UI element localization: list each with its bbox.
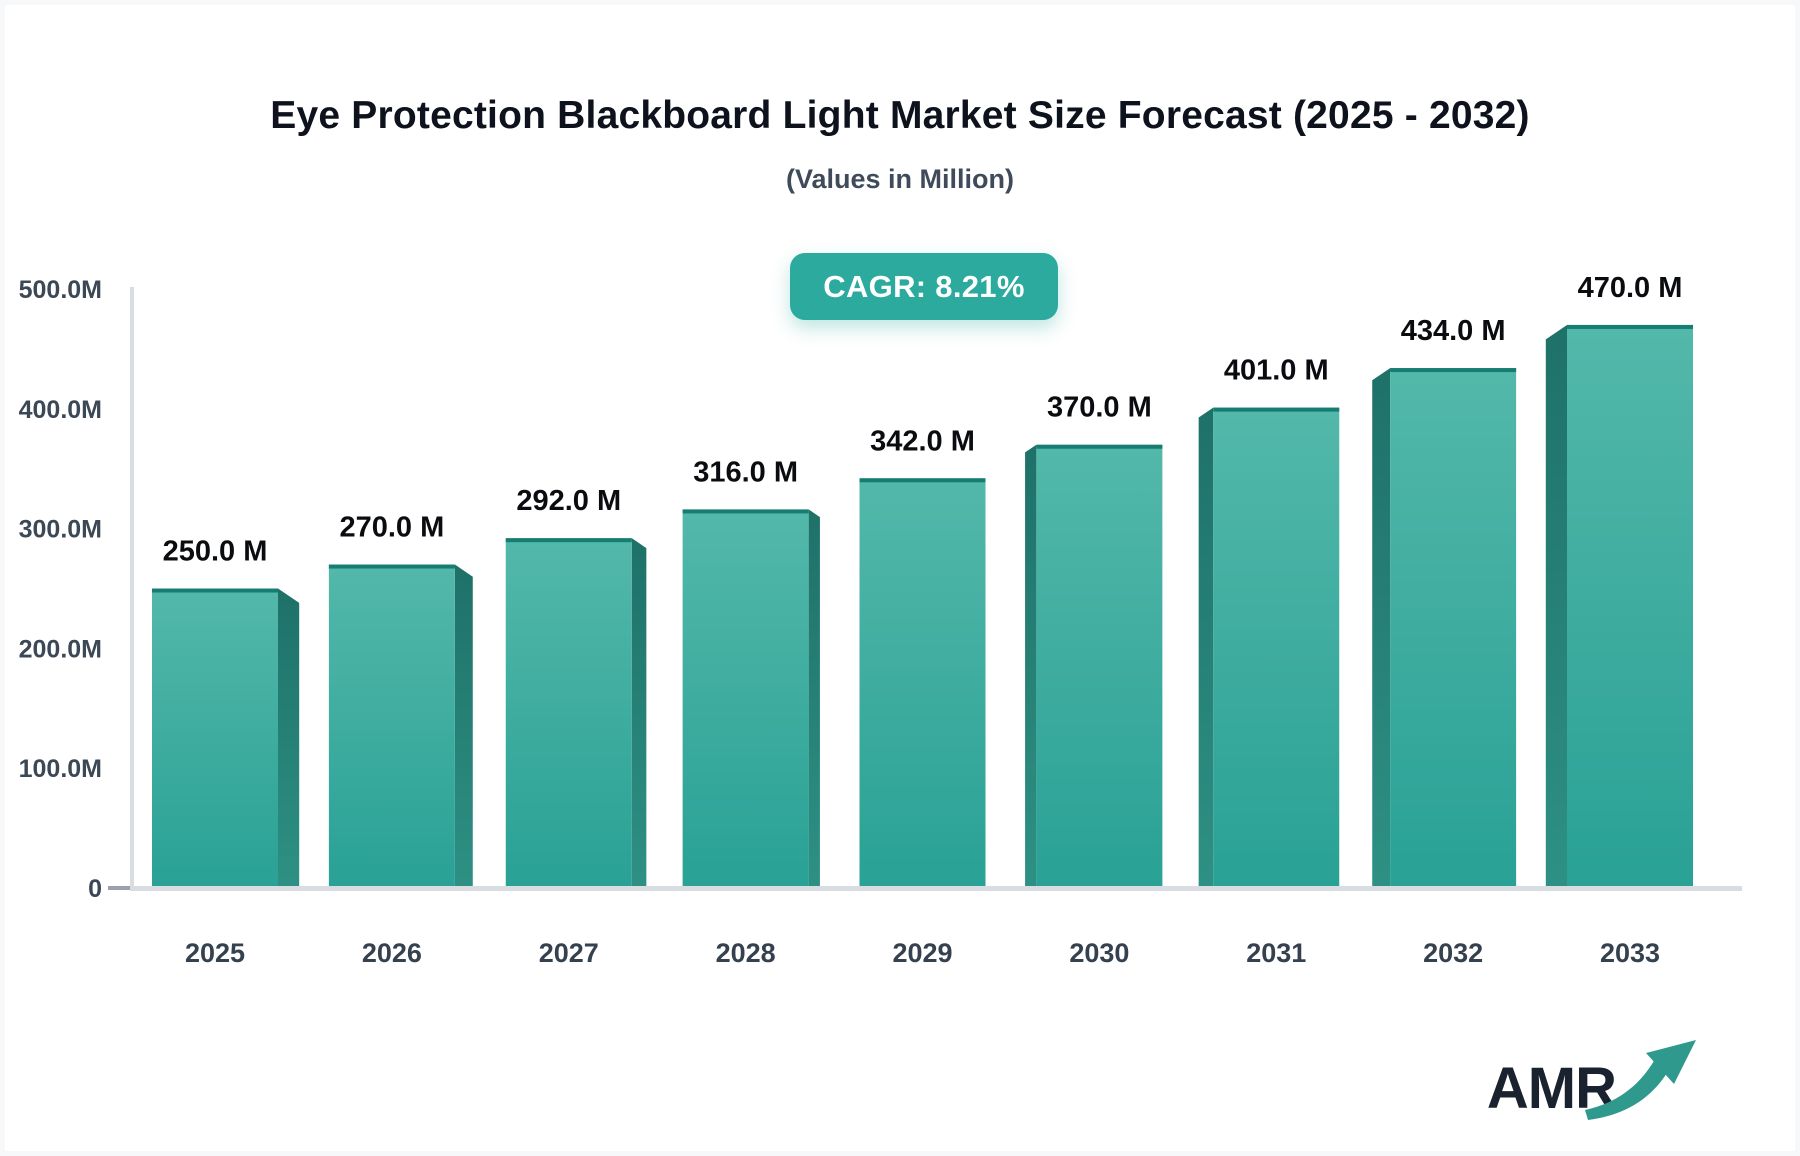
cagr-badge-label: CAGR: 8.21%: [823, 268, 1025, 304]
x-tick-label: 2028: [716, 938, 776, 968]
x-tick-label: 2025: [185, 938, 245, 968]
growth-arrow-icon: [1585, 1040, 1696, 1120]
bar-value-label: 470.0 M: [1578, 272, 1683, 304]
y-tick-label: 100.0M: [19, 755, 102, 783]
bar-value-label: 434.0 M: [1401, 315, 1506, 347]
bar-side-face: [454, 564, 473, 888]
bar-top-edge: [505, 538, 632, 543]
bar-top-edge: [682, 509, 809, 514]
y-tick-label: 500.0M: [19, 276, 102, 304]
bar-value-label: 342.0 M: [870, 425, 975, 457]
y-tick-label: 400.0M: [19, 396, 102, 424]
bar-value-label: 401.0 M: [1224, 355, 1329, 387]
y-axis-line: [130, 287, 134, 891]
x-tick-label: 2027: [539, 938, 599, 968]
bar-front-face: [682, 509, 809, 888]
x-tick-label: 2029: [892, 938, 952, 968]
bar-top-edge: [328, 564, 455, 569]
bar-top-edge: [859, 478, 986, 483]
bar-top-edge: [1036, 444, 1163, 449]
bar-side-face: [278, 588, 300, 888]
bar-front-face: [505, 538, 632, 888]
y-tick-label: 300.0M: [19, 516, 102, 544]
bar-top-edge: [1390, 368, 1517, 373]
bar-side-face: [808, 509, 820, 888]
bar-value-label: 250.0 M: [163, 536, 268, 568]
bar-value-label: 292.0 M: [516, 485, 621, 517]
bar-front-face: [1390, 368, 1517, 888]
x-axis-line: [130, 886, 1742, 891]
bar-top-edge: [152, 588, 278, 593]
bar-front-face: [1567, 324, 1693, 888]
chart-title: Eye Protection Blackboard Light Market S…: [270, 94, 1530, 137]
bar-value-label: 316.0 M: [693, 456, 798, 488]
x-tick-label: 2030: [1069, 938, 1129, 968]
bar-front-face: [1036, 444, 1163, 888]
bar-side-face: [1372, 368, 1391, 888]
bar-front-face: [859, 478, 986, 888]
bar-value-label: 370.0 M: [1047, 392, 1152, 424]
bar-side-face: [631, 538, 647, 888]
bar-top-edge: [1567, 324, 1693, 329]
cagr-badge: CAGR: 8.21%: [790, 253, 1058, 320]
bar-side-face: [1025, 444, 1037, 888]
bar-top-edge: [1213, 407, 1340, 412]
y-tick-label: 0: [88, 875, 102, 903]
bar-side-face: [1198, 407, 1214, 888]
bar-value-label: 270.0 M: [339, 512, 444, 544]
x-tick-label: 2033: [1600, 938, 1660, 968]
x-tick-label: 2026: [362, 938, 422, 968]
bar-front-face: [152, 588, 278, 888]
bar-front-face: [328, 564, 455, 888]
bar-side-face: [1545, 324, 1567, 888]
amr-logo: AMR: [1487, 1030, 1704, 1120]
chart-subtitle: (Values in Million): [785, 164, 1015, 194]
bar-front-face: [1213, 407, 1340, 888]
zero-tick-dash: [108, 886, 130, 890]
x-tick-label: 2031: [1246, 938, 1306, 968]
y-tick-label: 200.0M: [19, 635, 102, 663]
x-tick-label: 2032: [1423, 938, 1483, 968]
